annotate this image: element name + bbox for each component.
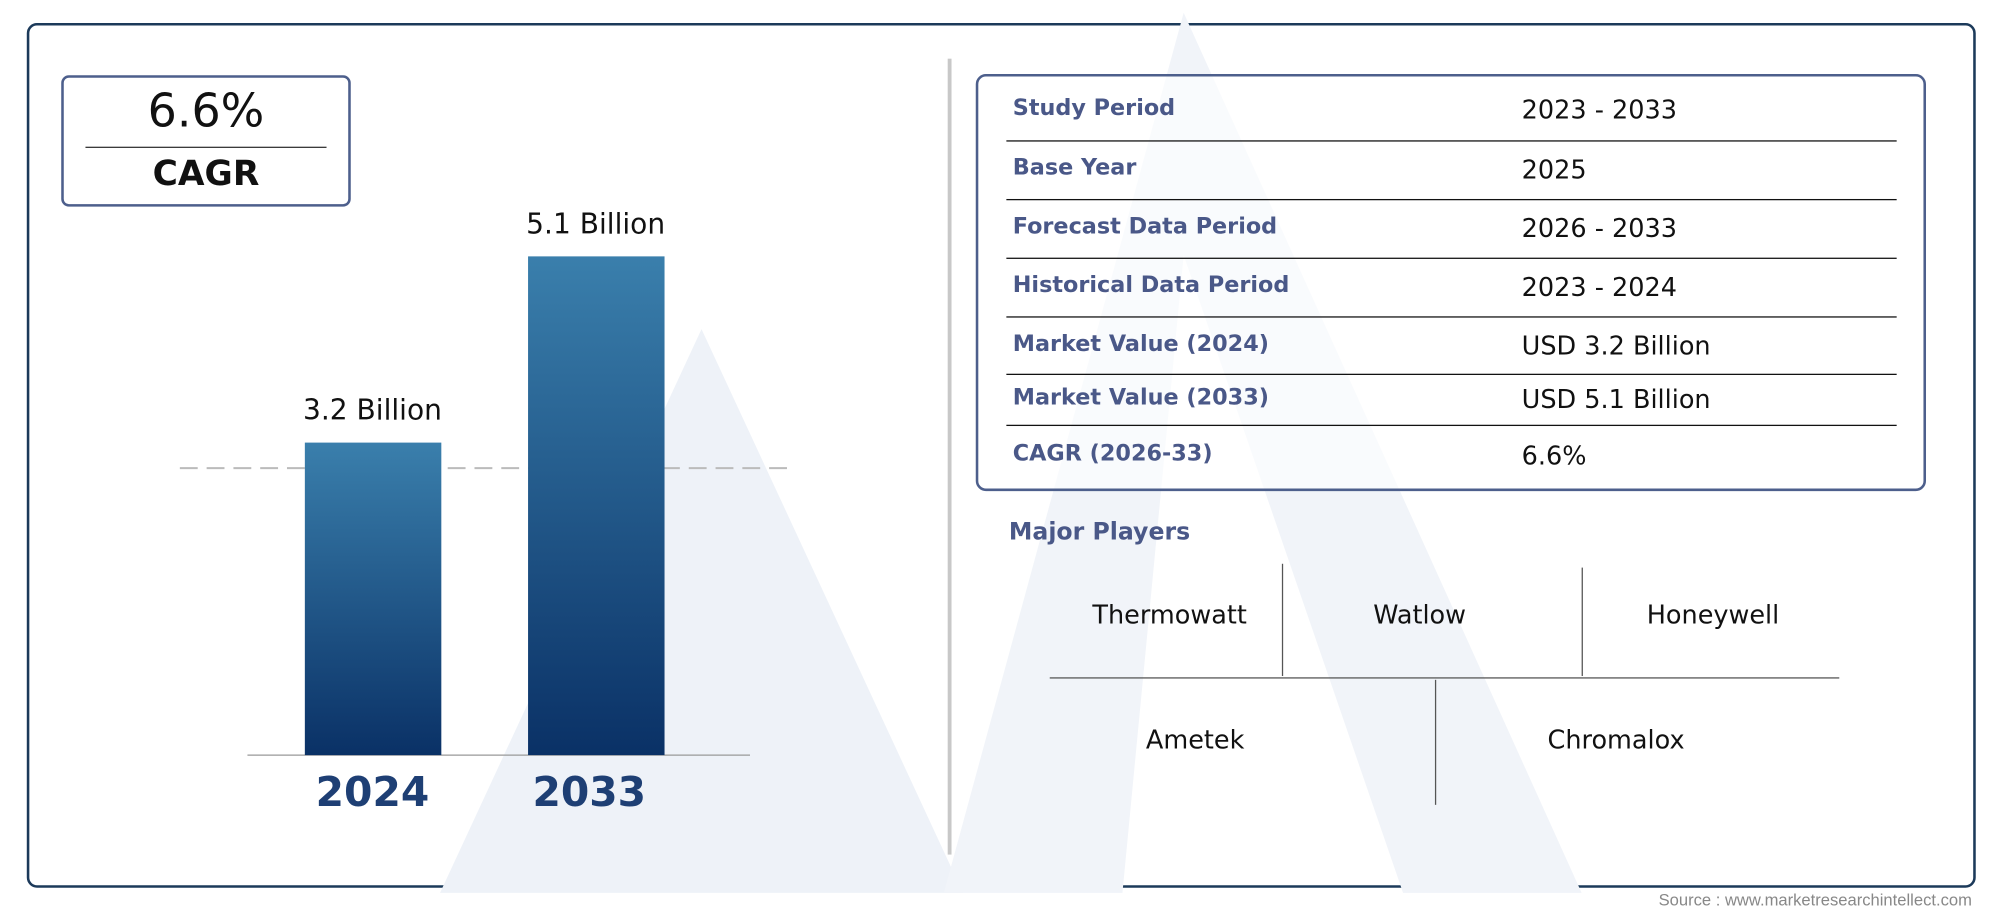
row-label: Study Period <box>1012 95 1176 122</box>
table-row: CAGR (2026-33) 6.6% <box>1006 425 1896 486</box>
cagr-divider <box>85 146 327 148</box>
source-note: Source : www.marketresearchintellect.com <box>1658 890 1972 910</box>
divider <box>1581 567 1583 677</box>
row-value: 2026 - 2033 <box>1521 213 1677 244</box>
table-row: Base Year 2025 <box>1006 140 1897 201</box>
row-value: USD 3.2 Billion <box>1521 329 1711 361</box>
cagr-label: CAGR <box>152 154 260 194</box>
category-label: 2024 <box>315 767 430 817</box>
bar-2024 <box>304 442 442 756</box>
cagr-value: 6.6% <box>147 85 265 138</box>
table-row: Historical Data Period 2023 - 2024 <box>1006 258 1897 318</box>
table-row: Market Value (2024) USD 3.2 Billion <box>1006 316 1897 375</box>
row-value: 2023 - 2024 <box>1521 271 1677 303</box>
row-label: Historical Data Period <box>1012 272 1290 299</box>
major-players-title: Major Players <box>1008 519 1191 546</box>
row-label: Base Year <box>1012 155 1137 182</box>
divider <box>1281 563 1284 677</box>
data-label: 3.2 Billion <box>302 394 442 427</box>
row-value: USD 5.1 Billion <box>1521 383 1711 415</box>
bar-2033 <box>528 256 665 756</box>
player-name: Thermowatt <box>1092 599 1247 631</box>
chart-lines <box>179 467 789 756</box>
cagr-box: 6.6% CAGR <box>61 75 351 207</box>
player-name: Honeywell <box>1646 599 1780 631</box>
row-value: 2023 - 2033 <box>1521 94 1677 125</box>
row-label: Forecast Data Period <box>1012 214 1278 240</box>
table-row: Study Period 2023 - 2033 <box>1006 79 1897 142</box>
row-value: 6.6% <box>1521 440 1587 471</box>
row-label: CAGR (2026-33) <box>1012 441 1213 467</box>
player-name: Watlow <box>1373 599 1467 631</box>
table-row: Forecast Data Period 2026 - 2033 <box>1006 199 1897 259</box>
player-name: Chromalox <box>1547 724 1685 756</box>
divider <box>1049 677 1840 679</box>
table-row: Market Value (2033) USD 5.1 Billion <box>1006 374 1897 427</box>
category-label: 2033 <box>532 767 647 817</box>
row-label: Market Value (2033) <box>1012 385 1269 411</box>
summary-table: Study Period 2023 - 2033 Base Year 2025 Fore… <box>975 73 1927 492</box>
row-value: 2025 <box>1521 154 1587 185</box>
vertical-divider <box>947 58 952 855</box>
divider <box>1434 679 1437 805</box>
row-label: Market Value (2024) <box>1012 330 1269 357</box>
data-label: 5.1 Billion <box>526 209 666 242</box>
player-name: Ametek <box>1145 724 1245 756</box>
